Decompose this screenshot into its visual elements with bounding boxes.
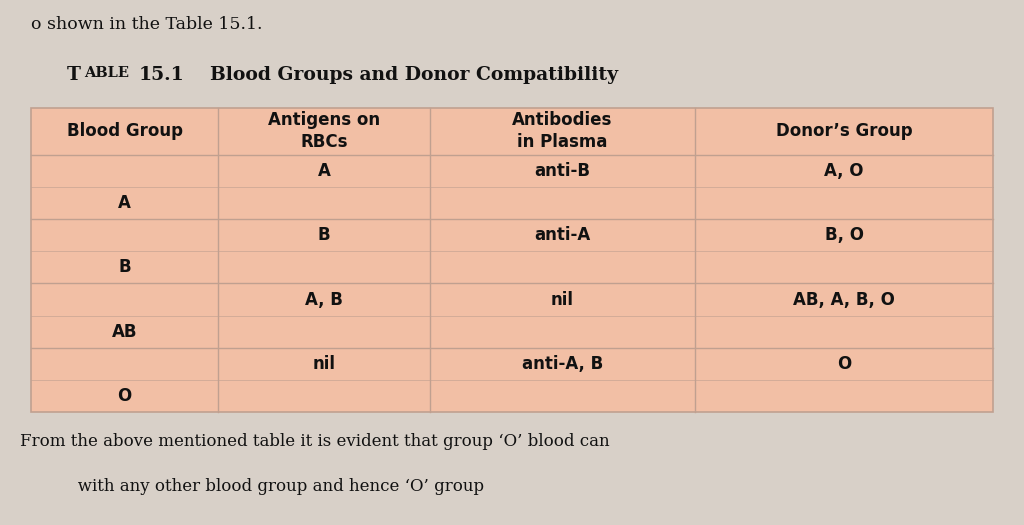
Text: O: O [118, 387, 132, 405]
Text: B: B [118, 258, 131, 276]
Text: anti-B: anti-B [535, 162, 591, 180]
Text: A, B: A, B [305, 290, 343, 309]
Text: AB: AB [112, 323, 137, 341]
Text: Donor’s Group: Donor’s Group [776, 122, 912, 140]
Text: A: A [317, 162, 331, 180]
Text: nil: nil [551, 290, 574, 309]
Text: Blood Groups and Donor Compatibility: Blood Groups and Donor Compatibility [210, 66, 618, 83]
Text: anti-A: anti-A [535, 226, 591, 244]
Text: Antibodies
in Plasma: Antibodies in Plasma [512, 111, 612, 151]
Text: T: T [67, 66, 81, 83]
Text: B: B [318, 226, 331, 244]
Text: From the above mentioned table it is evident that group ‘O’ blood can: From the above mentioned table it is evi… [20, 433, 610, 450]
Text: 15.1: 15.1 [138, 66, 184, 83]
Text: with any other blood group and hence ‘O’ group: with any other blood group and hence ‘O’… [20, 478, 484, 495]
Text: Antigens on
RBCs: Antigens on RBCs [268, 111, 380, 151]
Text: O: O [837, 355, 851, 373]
Text: Blood Group: Blood Group [67, 122, 182, 140]
Text: nil: nil [312, 355, 336, 373]
Bar [31, 108, 993, 412]
Text: B, O: B, O [824, 226, 863, 244]
Text: anti-A, B: anti-A, B [522, 355, 603, 373]
Text: A, O: A, O [824, 162, 864, 180]
Text: o shown in the Table 15.1.: o shown in the Table 15.1. [31, 16, 262, 33]
Text: AB, A, B, O: AB, A, B, O [794, 290, 895, 309]
Text: A: A [118, 194, 131, 212]
Text: ABLE: ABLE [84, 66, 129, 80]
